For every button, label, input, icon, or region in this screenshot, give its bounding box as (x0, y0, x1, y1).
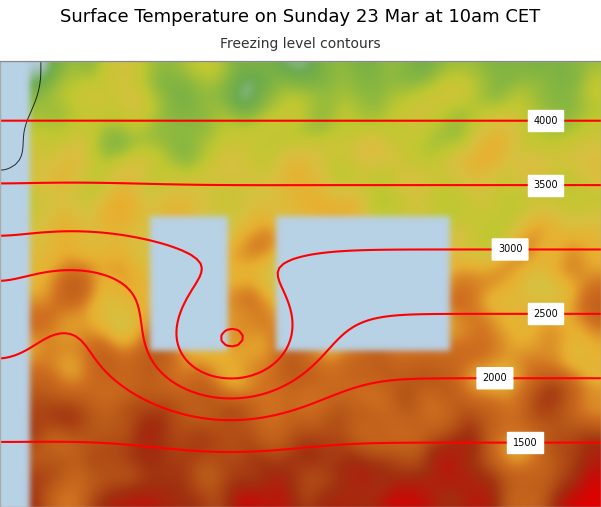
Text: Freezing level contours: Freezing level contours (220, 37, 381, 51)
Text: 1500: 1500 (513, 438, 537, 448)
Text: 3500: 3500 (533, 180, 558, 190)
Text: 3000: 3000 (498, 244, 522, 255)
Text: 4000: 4000 (533, 116, 558, 126)
Text: 2500: 2500 (533, 309, 558, 319)
Text: 2000: 2000 (483, 373, 507, 383)
Text: Surface Temperature on Sunday 23 Mar at 10am CET: Surface Temperature on Sunday 23 Mar at … (60, 8, 541, 26)
